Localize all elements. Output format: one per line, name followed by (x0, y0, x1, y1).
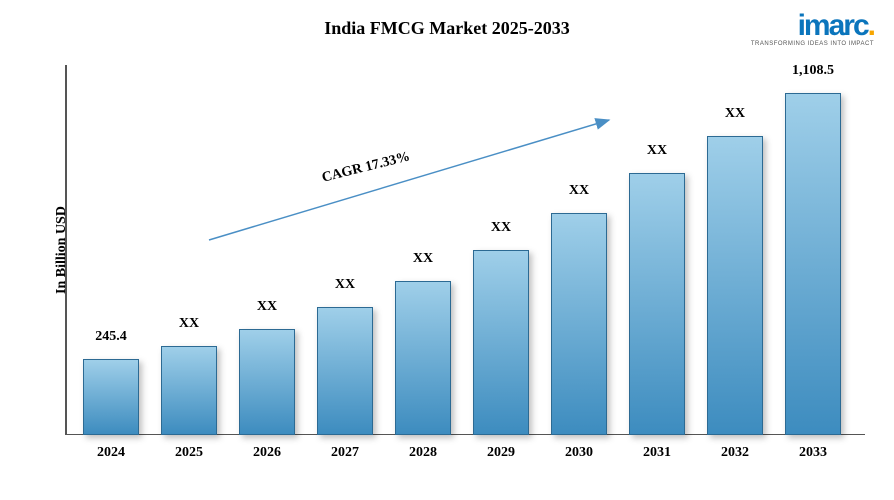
x-tick-label: 2027 (331, 445, 359, 461)
cagr-label: CAGR 17.33% (320, 149, 411, 186)
cagr-arrow-line (209, 120, 609, 240)
bar-value-label: XX (257, 299, 277, 315)
bar-value-label: XX (725, 106, 745, 122)
bar (83, 359, 139, 435)
logo-text: imarc (798, 9, 868, 42)
brand-logo: imarc. TRANSFORMING IDEAS INTO IMPACT (751, 12, 874, 47)
y-axis-line (65, 65, 67, 435)
chart-container: India FMCG Market 2025-2033 imarc. TRANS… (0, 0, 894, 500)
bar-value-label: XX (335, 277, 355, 293)
logo-dot-icon: . (868, 9, 874, 42)
bar (785, 93, 841, 435)
x-tick-label: 2024 (97, 445, 125, 461)
plot-area: CAGR 17.33% 245.42024XX2025XX2026XX2027X… (65, 65, 865, 435)
bar-value-label: 1,108.5 (792, 63, 834, 79)
bar-value-label: XX (569, 183, 589, 199)
x-tick-label: 2029 (487, 445, 515, 461)
bar (239, 329, 295, 435)
x-tick-label: 2028 (409, 445, 437, 461)
bar (395, 281, 451, 435)
bar (317, 307, 373, 435)
bar-value-label: XX (491, 220, 511, 236)
bar (551, 213, 607, 435)
x-tick-label: 2032 (721, 445, 749, 461)
bar (707, 136, 763, 435)
x-tick-label: 2030 (565, 445, 593, 461)
bar-value-label: XX (647, 143, 667, 159)
x-tick-label: 2033 (799, 445, 827, 461)
x-tick-label: 2026 (253, 445, 281, 461)
x-tick-label: 2031 (643, 445, 671, 461)
bar (629, 173, 685, 435)
bar-value-label: XX (413, 251, 433, 267)
bar-value-label: 245.4 (95, 329, 127, 345)
x-tick-label: 2025 (175, 445, 203, 461)
logo-wordmark: imarc. (751, 12, 874, 39)
bar-value-label: XX (179, 316, 199, 332)
chart-title: India FMCG Market 2025-2033 (324, 18, 569, 39)
bar (161, 346, 217, 435)
bar (473, 250, 529, 435)
logo-tagline: TRANSFORMING IDEAS INTO IMPACT (751, 41, 874, 47)
